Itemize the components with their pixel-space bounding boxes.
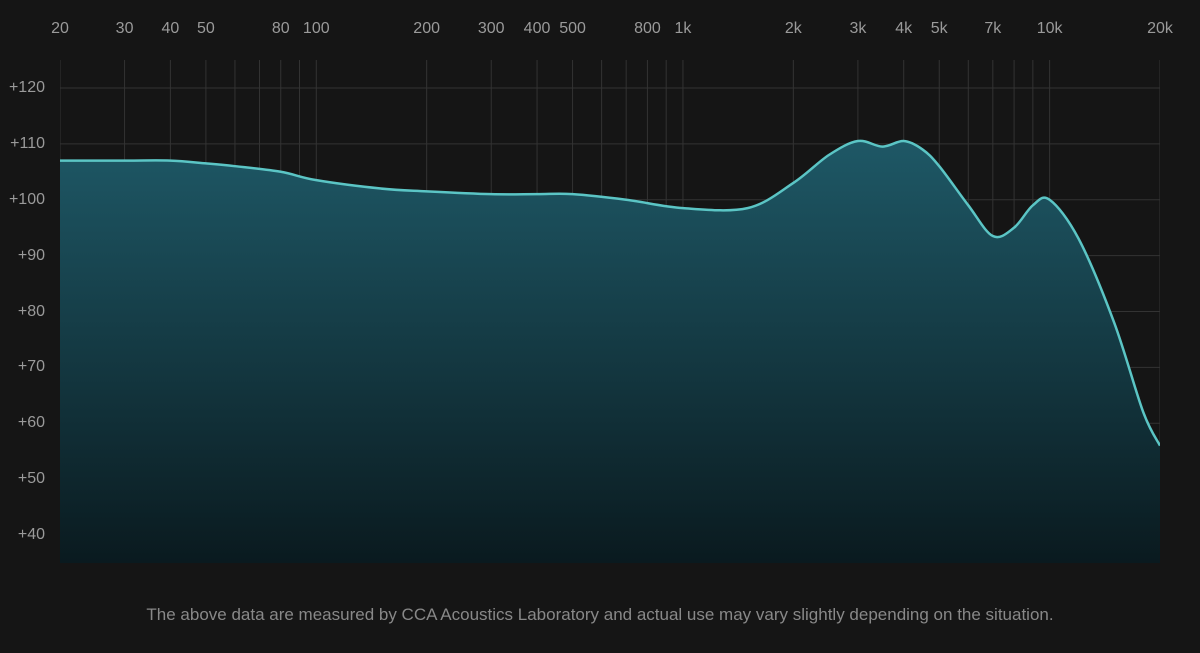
x-tick-label: 20 bbox=[51, 20, 69, 38]
y-tick-label: +40 bbox=[18, 526, 45, 544]
x-tick-label: 300 bbox=[478, 20, 505, 38]
x-axis-labels: 20304050801002003004005008001k2k3k4k5k7k… bbox=[60, 20, 1160, 50]
x-tick-label: 3k bbox=[849, 20, 866, 38]
y-tick-label: +50 bbox=[18, 470, 45, 488]
x-tick-label: 2k bbox=[785, 20, 802, 38]
x-tick-label: 5k bbox=[931, 20, 948, 38]
x-tick-label: 10k bbox=[1037, 20, 1063, 38]
y-tick-label: +60 bbox=[18, 414, 45, 432]
x-tick-label: 50 bbox=[197, 20, 215, 38]
x-tick-label: 7k bbox=[984, 20, 1001, 38]
y-tick-label: +110 bbox=[10, 135, 45, 153]
chart-caption: The above data are measured by CCA Acous… bbox=[0, 605, 1200, 625]
chart-container: 20304050801002003004005008001k2k3k4k5k7k… bbox=[60, 20, 1160, 563]
y-tick-label: +100 bbox=[9, 191, 45, 209]
y-tick-label: +70 bbox=[18, 358, 45, 376]
y-tick-label: +120 bbox=[9, 79, 45, 97]
x-tick-label: 400 bbox=[524, 20, 551, 38]
x-tick-label: 500 bbox=[559, 20, 586, 38]
y-tick-label: +80 bbox=[18, 303, 45, 321]
x-tick-label: 4k bbox=[895, 20, 912, 38]
x-tick-label: 30 bbox=[116, 20, 134, 38]
x-tick-label: 200 bbox=[413, 20, 440, 38]
x-tick-label: 80 bbox=[272, 20, 290, 38]
plot-area bbox=[60, 60, 1160, 563]
x-tick-label: 1k bbox=[675, 20, 692, 38]
x-tick-label: 800 bbox=[634, 20, 661, 38]
chart-svg bbox=[60, 60, 1160, 563]
x-tick-label: 20k bbox=[1147, 20, 1173, 38]
y-axis-labels: +40 +50 +60 +70 +80 +90 +100 +110 +120 bbox=[0, 60, 55, 563]
y-tick-label: +90 bbox=[18, 247, 45, 265]
x-tick-label: 40 bbox=[161, 20, 179, 38]
x-tick-label: 100 bbox=[303, 20, 330, 38]
